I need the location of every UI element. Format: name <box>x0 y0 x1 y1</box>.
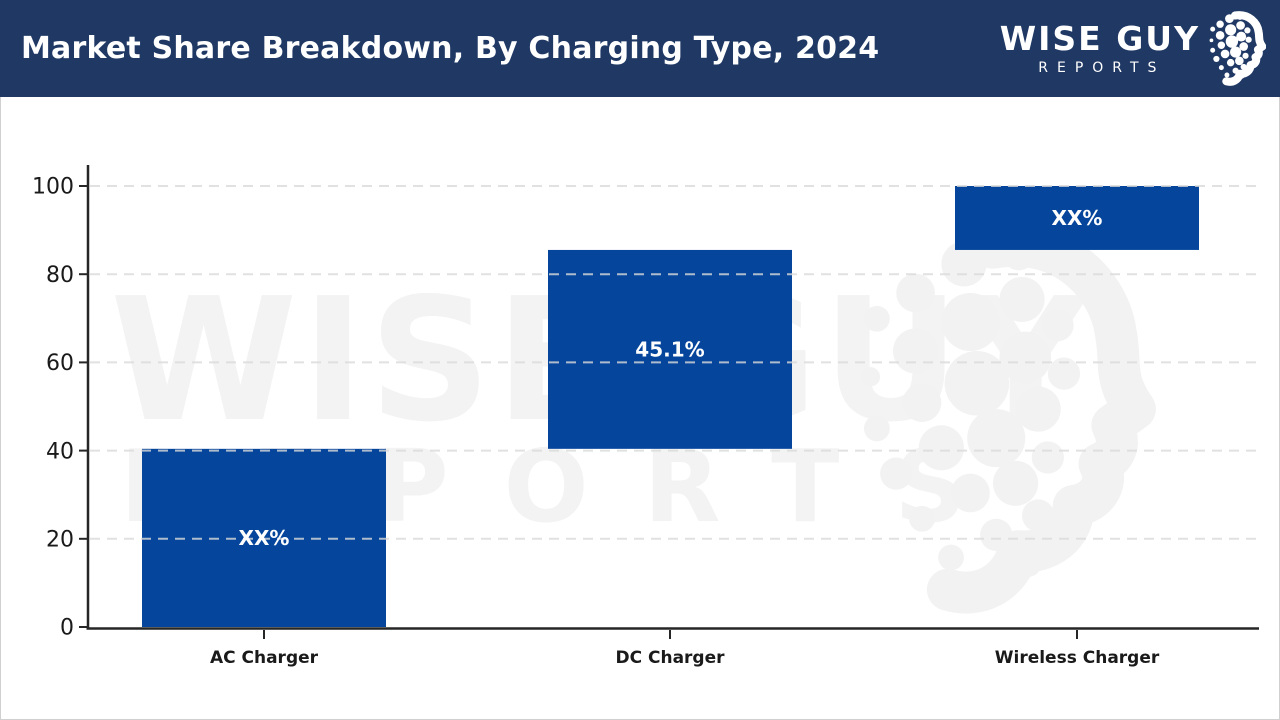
x-category-label: Wireless Charger <box>995 648 1160 668</box>
bar-value-label: 45.1% <box>635 337 704 361</box>
logo-text: WISE GUY REPORTS <box>1000 22 1200 75</box>
header-bar: Market Share Breakdown, By Charging Type… <box>0 0 1280 97</box>
y-tick-label: 0 <box>60 616 74 641</box>
bar-value-label: XX% <box>1052 206 1103 230</box>
page-title: Market Share Breakdown, By Charging Type… <box>21 31 880 66</box>
dotted-face-profile-icon <box>1209 10 1266 86</box>
y-tick-label: 40 <box>46 439 74 464</box>
logo-subtext: REPORTS <box>1038 60 1166 76</box>
x-category-label: DC Charger <box>615 648 725 668</box>
y-tick-label: 100 <box>32 175 74 200</box>
bar-value-label: XX% <box>239 526 290 550</box>
wiseguy-logo: WISE GUY REPORTS <box>1000 9 1266 89</box>
bar-dc-charger <box>548 249 792 449</box>
y-tick-label: 20 <box>46 528 74 553</box>
y-tick-label: 60 <box>46 351 74 376</box>
logo-wordmark: WISE GUY <box>999 19 1200 58</box>
x-category-label: AC Charger <box>210 648 319 668</box>
y-tick-label: 80 <box>46 263 74 288</box>
